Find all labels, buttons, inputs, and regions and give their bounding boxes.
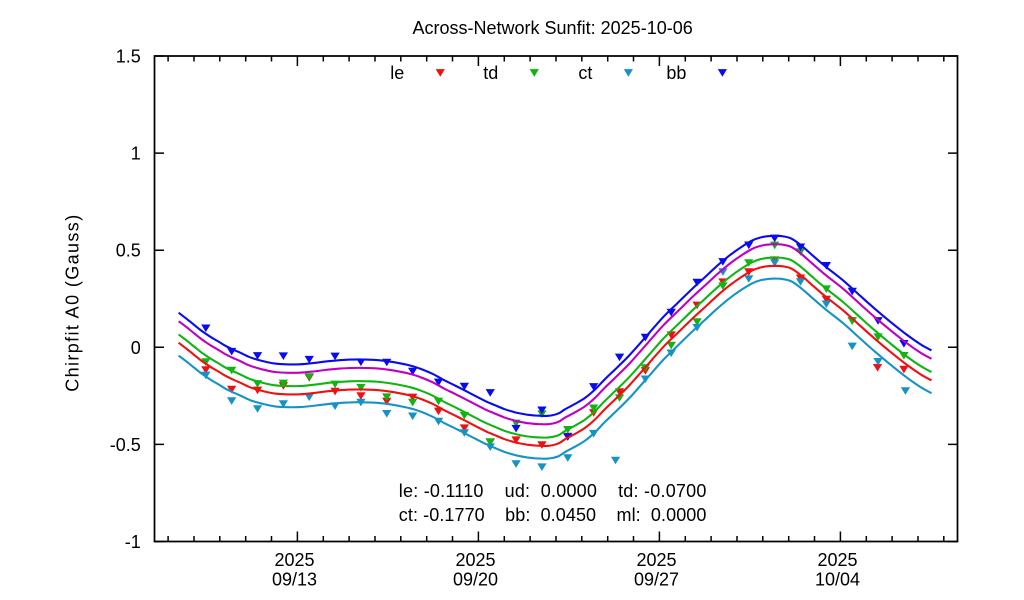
svg-text:09/27: 09/27 [634,570,679,590]
svg-text:Across-Network Sunfit: 2025-10: Across-Network Sunfit: 2025-10-06 [412,18,692,38]
svg-text:td: td [483,63,498,83]
svg-text:-0.5: -0.5 [110,435,141,455]
svg-text:10/04: 10/04 [815,570,860,590]
svg-text:2025: 2025 [274,550,314,570]
svg-text:09/20: 09/20 [453,570,498,590]
svg-text:1.5: 1.5 [116,47,141,67]
svg-text:-1: -1 [125,532,141,552]
svg-text:2025: 2025 [817,550,857,570]
svg-text:1: 1 [131,144,141,164]
svg-text:le: le [390,63,404,83]
svg-text:09/13: 09/13 [272,570,317,590]
svg-text:le: -0.1110 ud: 0.0000: le: -0.1110 ud: 0.0000 td: -0.0700 [399,481,707,501]
svg-text:2025: 2025 [636,550,676,570]
svg-text:0: 0 [131,338,141,358]
svg-text:bb: bb [666,63,686,83]
svg-text:ct: -0.1770 bb: 0.0450: ct: -0.1770 bb: 0.0450 ml: 0.0000 [399,505,707,525]
svg-text:0.5: 0.5 [116,241,141,261]
svg-text:Chirpfit A0 (Gauss): Chirpfit A0 (Gauss) [62,215,82,392]
svg-text:ct: ct [578,63,592,83]
svg-text:2025: 2025 [455,550,495,570]
